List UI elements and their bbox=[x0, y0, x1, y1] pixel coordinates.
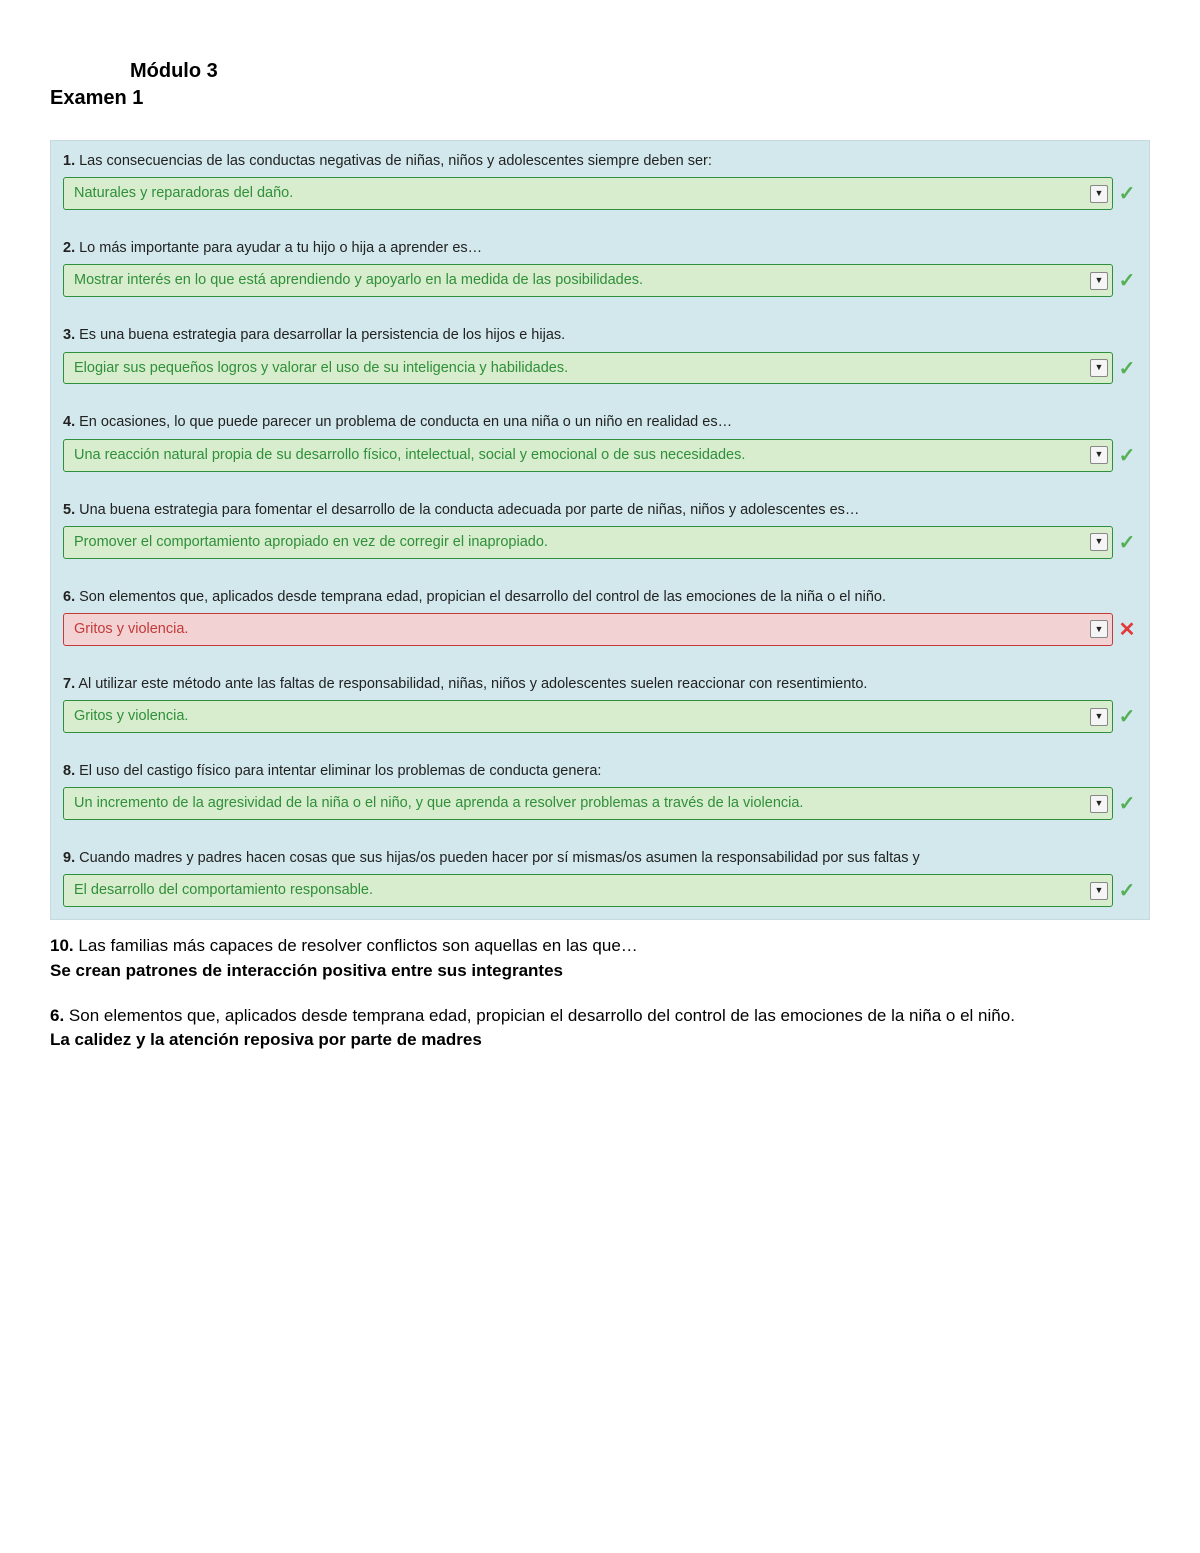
answer-select[interactable]: Un incremento de la agresividad de la ni… bbox=[63, 787, 1113, 820]
question-block: 9. Cuando madres y padres hacen cosas qu… bbox=[63, 848, 1137, 907]
footer-notes: 10. Las familias más capaces de resolver… bbox=[50, 934, 1150, 1053]
answer-select[interactable]: Mostrar interés en lo que está aprendien… bbox=[63, 264, 1113, 297]
question-block: 1. Las consecuencias de las conductas ne… bbox=[63, 151, 1137, 210]
answer-text: Promover el comportamiento apropiado en … bbox=[74, 533, 1084, 552]
answer-text: Una reacción natural propia de su desarr… bbox=[74, 446, 1084, 465]
footer-answer: Se crean patrones de interacción positiv… bbox=[50, 959, 1150, 984]
answer-text: El desarrollo del comportamiento respons… bbox=[74, 881, 1084, 900]
chevron-down-icon[interactable]: ▼ bbox=[1090, 708, 1108, 726]
question-text: 6. Son elementos que, aplicados desde te… bbox=[63, 587, 1137, 607]
question-number: 5. bbox=[63, 502, 75, 518]
answer-text: Naturales y reparadoras del daño. bbox=[74, 184, 1084, 203]
chevron-down-icon[interactable]: ▼ bbox=[1090, 533, 1108, 551]
question-number: 7. bbox=[63, 676, 75, 692]
answer-select[interactable]: Gritos y violencia. ▼ bbox=[63, 613, 1113, 646]
answer-text: Gritos y violencia. bbox=[74, 620, 1084, 639]
answer-select[interactable]: Naturales y reparadoras del daño. ▼ bbox=[63, 177, 1113, 210]
question-block: 8. El uso del castigo físico para intent… bbox=[63, 761, 1137, 820]
question-block: 3. Es una buena estrategia para desarrol… bbox=[63, 325, 1137, 384]
answer-text: Elogiar sus pequeños logros y valorar el… bbox=[74, 359, 1084, 378]
question-number: 3. bbox=[63, 327, 75, 343]
chevron-down-icon[interactable]: ▼ bbox=[1090, 446, 1108, 464]
check-icon: ✓ bbox=[1117, 874, 1137, 907]
question-text: 9. Cuando madres y padres hacen cosas qu… bbox=[63, 848, 1137, 868]
footer-question-line: 10. Las familias más capaces de resolver… bbox=[50, 934, 1150, 959]
question-block: 2. Lo más importante para ayudar a tu hi… bbox=[63, 238, 1137, 297]
check-icon: ✓ bbox=[1117, 352, 1137, 385]
question-prompt: Lo más importante para ayudar a tu hijo … bbox=[75, 240, 482, 256]
question-prompt: Cuando madres y padres hacen cosas que s… bbox=[75, 850, 920, 866]
question-text: 2. Lo más importante para ayudar a tu hi… bbox=[63, 238, 1137, 258]
question-block: 4. En ocasiones, lo que puede parecer un… bbox=[63, 412, 1137, 471]
chevron-down-icon[interactable]: ▼ bbox=[1090, 882, 1108, 900]
check-icon: ✓ bbox=[1117, 787, 1137, 820]
question-number: 6. bbox=[63, 589, 75, 605]
footer-question: 6. Son elementos que, aplicados desde te… bbox=[50, 1004, 1150, 1053]
check-icon: ✓ bbox=[1117, 700, 1137, 733]
question-number: 2. bbox=[63, 240, 75, 256]
footer-question-number: 6. bbox=[50, 1006, 64, 1025]
chevron-down-icon[interactable]: ▼ bbox=[1090, 795, 1108, 813]
check-icon: ✓ bbox=[1117, 439, 1137, 472]
footer-question-line: 6. Son elementos que, aplicados desde te… bbox=[50, 1004, 1150, 1029]
question-prompt: Las consecuencias de las conductas negat… bbox=[75, 153, 712, 169]
chevron-down-icon[interactable]: ▼ bbox=[1090, 620, 1108, 638]
question-text: 3. Es una buena estrategia para desarrol… bbox=[63, 325, 1137, 345]
question-prompt: El uso del castigo físico para intentar … bbox=[75, 763, 601, 779]
footer-answer: La calidez y la atención reposiva por pa… bbox=[50, 1028, 1150, 1053]
x-icon: ✕ bbox=[1117, 613, 1137, 646]
answer-row: Elogiar sus pequeños logros y valorar el… bbox=[63, 352, 1137, 385]
question-prompt: En ocasiones, lo que puede parecer un pr… bbox=[75, 414, 732, 430]
question-prompt: Son elementos que, aplicados desde tempr… bbox=[75, 589, 886, 605]
answer-row: Gritos y violencia. ▼ ✕ bbox=[63, 613, 1137, 646]
answer-row: Mostrar interés en lo que está aprendien… bbox=[63, 264, 1137, 297]
answer-row: Gritos y violencia. ▼ ✓ bbox=[63, 700, 1137, 733]
question-number: 1. bbox=[63, 153, 75, 169]
footer-question-text: Son elementos que, aplicados desde tempr… bbox=[69, 1006, 1015, 1025]
answer-select[interactable]: El desarrollo del comportamiento respons… bbox=[63, 874, 1113, 907]
answer-select[interactable]: Una reacción natural propia de su desarr… bbox=[63, 439, 1113, 472]
footer-question-number: 10. bbox=[50, 936, 74, 955]
question-text: 5. Una buena estrategia para fomentar el… bbox=[63, 500, 1137, 520]
footer-question: 10. Las familias más capaces de resolver… bbox=[50, 934, 1150, 983]
answer-text: Un incremento de la agresividad de la ni… bbox=[74, 794, 1084, 813]
answer-row: Naturales y reparadoras del daño. ▼ ✓ bbox=[63, 177, 1137, 210]
chevron-down-icon[interactable]: ▼ bbox=[1090, 185, 1108, 203]
answer-text: Gritos y violencia. bbox=[74, 707, 1084, 726]
answer-row: El desarrollo del comportamiento respons… bbox=[63, 874, 1137, 907]
question-number: 9. bbox=[63, 850, 75, 866]
answer-row: Una reacción natural propia de su desarr… bbox=[63, 439, 1137, 472]
check-icon: ✓ bbox=[1117, 264, 1137, 297]
question-text: 8. El uso del castigo físico para intent… bbox=[63, 761, 1137, 781]
question-prompt: Es una buena estrategia para desarrollar… bbox=[75, 327, 565, 343]
answer-select[interactable]: Elogiar sus pequeños logros y valorar el… bbox=[63, 352, 1113, 385]
chevron-down-icon[interactable]: ▼ bbox=[1090, 359, 1108, 377]
question-text: 4. En ocasiones, lo que puede parecer un… bbox=[63, 412, 1137, 432]
chevron-down-icon[interactable]: ▼ bbox=[1090, 272, 1108, 290]
page-header: Módulo 3 Examen 1 bbox=[50, 60, 1150, 110]
answer-row: Un incremento de la agresividad de la ni… bbox=[63, 787, 1137, 820]
answer-select[interactable]: Gritos y violencia. ▼ bbox=[63, 700, 1113, 733]
answer-select[interactable]: Promover el comportamiento apropiado en … bbox=[63, 526, 1113, 559]
question-block: 6. Son elementos que, aplicados desde te… bbox=[63, 587, 1137, 646]
exam-title: Examen 1 bbox=[50, 87, 1150, 110]
question-block: 7. Al utilizar este método ante las falt… bbox=[63, 674, 1137, 733]
question-text: 1. Las consecuencias de las conductas ne… bbox=[63, 151, 1137, 171]
answer-text: Mostrar interés en lo que está aprendien… bbox=[74, 271, 1084, 290]
check-icon: ✓ bbox=[1117, 177, 1137, 210]
question-text: 7. Al utilizar este método ante las falt… bbox=[63, 674, 1137, 694]
question-prompt: Al utilizar este método ante las faltas … bbox=[75, 676, 867, 692]
question-number: 4. bbox=[63, 414, 75, 430]
module-title: Módulo 3 bbox=[130, 60, 1150, 83]
question-prompt: Una buena estrategia para fomentar el de… bbox=[75, 502, 859, 518]
footer-question-text: Las familias más capaces de resolver con… bbox=[78, 936, 637, 955]
question-block: 5. Una buena estrategia para fomentar el… bbox=[63, 500, 1137, 559]
check-icon: ✓ bbox=[1117, 526, 1137, 559]
answer-row: Promover el comportamiento apropiado en … bbox=[63, 526, 1137, 559]
quiz-panel: 1. Las consecuencias de las conductas ne… bbox=[50, 140, 1150, 920]
question-number: 8. bbox=[63, 763, 75, 779]
